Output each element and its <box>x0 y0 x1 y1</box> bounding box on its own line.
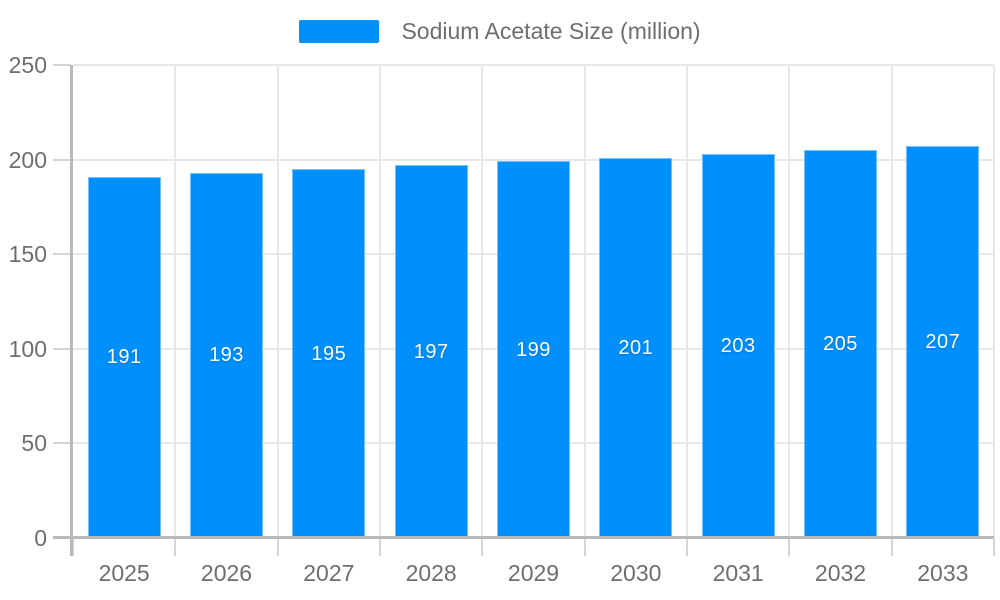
x-axis-label: 2033 <box>917 560 969 586</box>
x-axis-label: 2025 <box>98 560 150 586</box>
vertical-gridline <box>174 65 177 538</box>
vertical-gridline <box>276 65 279 538</box>
x-axis-tick <box>276 539 279 556</box>
x-axis-tick <box>583 539 586 556</box>
horizontal-gridline <box>73 158 994 161</box>
bar[interactable]: 195 <box>292 169 366 538</box>
bar[interactable]: 191 <box>87 176 161 538</box>
y-axis-line <box>70 65 73 556</box>
y-axis-tick <box>53 253 71 256</box>
bar-value-label: 207 <box>925 331 961 354</box>
vertical-gridline <box>993 65 995 538</box>
x-axis-tick <box>72 539 74 556</box>
x-axis-label: 2031 <box>712 560 764 586</box>
legend: Sodium Acetate Size (million) <box>0 17 1000 45</box>
y-axis-tick <box>53 158 71 161</box>
x-axis-tick <box>174 539 177 556</box>
x-axis-tick <box>686 539 688 556</box>
y-axis-label: 0 <box>34 525 47 551</box>
bar[interactable]: 207 <box>906 146 980 538</box>
y-axis-label: 150 <box>8 241 47 268</box>
x-axis-tick <box>890 539 893 556</box>
x-axis-tick <box>481 539 484 556</box>
vertical-gridline <box>481 65 484 538</box>
vertical-gridline <box>379 65 381 538</box>
x-axis-tick <box>788 539 791 556</box>
bar-value-label: 201 <box>618 336 654 359</box>
bar-value-label: 193 <box>209 344 244 367</box>
y-axis-tick <box>53 442 71 445</box>
legend-label: Sodium Acetate Size (million) <box>401 18 701 44</box>
x-axis-label: 2027 <box>303 560 355 586</box>
vertical-gridline <box>583 65 586 538</box>
bar-value-label: 197 <box>413 340 449 363</box>
x-axis-label: 2026 <box>200 560 253 586</box>
bar-value-label: 195 <box>311 342 347 365</box>
y-axis-label: 50 <box>21 430 47 457</box>
vertical-gridline <box>686 65 688 538</box>
bar[interactable]: 193 <box>190 172 263 538</box>
horizontal-gridline <box>73 64 994 66</box>
bar[interactable]: 199 <box>497 161 570 538</box>
y-axis-label: 200 <box>8 146 47 173</box>
x-axis-label: 2032 <box>814 560 867 586</box>
bar[interactable]: 203 <box>701 153 775 538</box>
bar[interactable]: 197 <box>394 165 468 538</box>
x-axis-label: 2030 <box>610 560 662 586</box>
legend-swatch-icon <box>299 19 380 43</box>
x-axis-label: 2028 <box>405 560 457 586</box>
x-axis-tick <box>379 539 381 556</box>
bar-value-label: 203 <box>720 334 756 357</box>
y-axis-label: 100 <box>8 335 47 362</box>
bar[interactable]: 201 <box>599 157 673 538</box>
bar-value-label: 191 <box>106 346 142 369</box>
x-axis-line <box>53 536 994 539</box>
y-axis-tick <box>53 347 71 350</box>
legend-item[interactable]: Sodium Acetate Size (million) <box>299 17 701 45</box>
y-axis-tick <box>53 64 71 66</box>
x-axis-tick <box>993 539 995 556</box>
y-axis-label: 250 <box>8 52 47 78</box>
bar-value-label: 205 <box>823 333 858 356</box>
vertical-gridline <box>890 65 893 538</box>
bar-value-label: 199 <box>516 338 551 361</box>
bar[interactable]: 205 <box>804 150 877 538</box>
vertical-gridline <box>788 65 791 538</box>
x-axis-label: 2029 <box>507 560 560 586</box>
